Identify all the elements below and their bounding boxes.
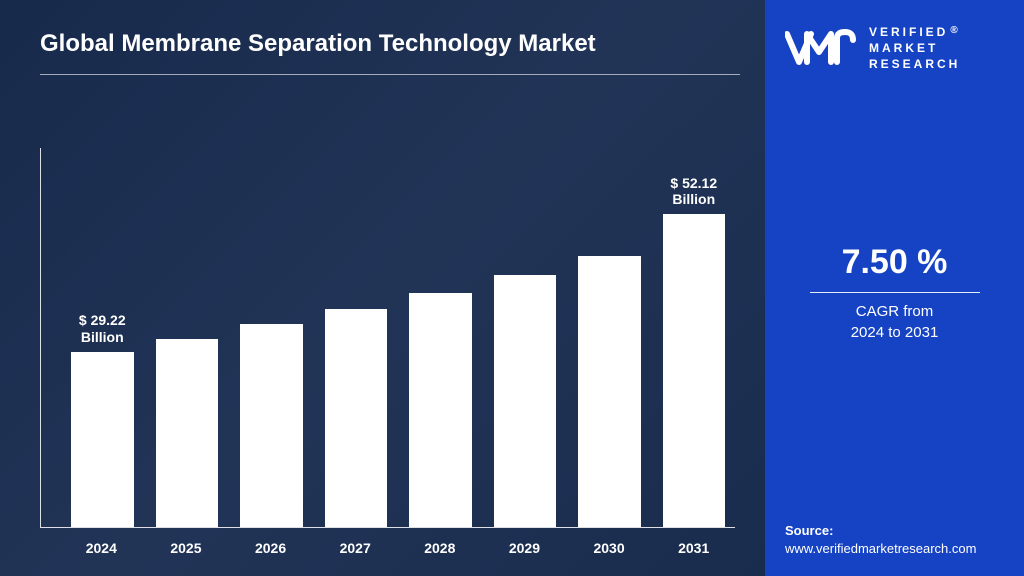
bar-value-label: $ 52.12Billion: [670, 175, 717, 209]
brand-line3: RESEARCH: [869, 57, 960, 71]
bar-2025: [156, 339, 219, 527]
bar-2027: [325, 309, 388, 527]
bar-rect: [578, 256, 641, 527]
cagr-divider: [810, 292, 980, 293]
bar-rect: [240, 324, 303, 527]
info-panel: VERIFIED® MARKET RESEARCH 7.50 % CAGR fr…: [765, 0, 1024, 576]
bar-rect: [325, 309, 388, 527]
source-url: www.verifiedmarketresearch.com: [785, 540, 1004, 558]
brand-line1: VERIFIED: [869, 25, 948, 39]
x-label-2026: 2026: [239, 540, 302, 556]
cagr-caption-line2: 2024 to 2031: [851, 324, 939, 341]
brand-text: VERIFIED® MARKET RESEARCH: [869, 24, 961, 73]
bar-2028: [409, 293, 472, 527]
bar-2031: $ 52.12Billion: [663, 175, 726, 527]
cagr-value: 7.50 %: [785, 243, 1004, 282]
page-title: Global Membrane Separation Technology Ma…: [40, 28, 600, 60]
cagr-caption-line1: CAGR from: [856, 303, 934, 320]
x-label-2027: 2027: [324, 540, 387, 556]
bar-2029: [494, 275, 557, 527]
x-label-2028: 2028: [409, 540, 472, 556]
chart-panel: Global Membrane Separation Technology Ma…: [0, 0, 765, 576]
x-label-2030: 2030: [578, 540, 641, 556]
x-axis-labels: 2024 2025 2026 2027 2028 2029 2030 2031: [70, 540, 725, 556]
brand-line2: MARKET: [869, 41, 938, 55]
vmr-logo-icon: [785, 28, 859, 68]
bar-rect: [663, 214, 726, 527]
source-block: Source: www.verifiedmarketresearch.com: [785, 522, 1004, 558]
cagr-block: 7.50 % CAGR from 2024 to 2031: [785, 243, 1004, 345]
title-block: Global Membrane Separation Technology Ma…: [40, 28, 725, 75]
cagr-caption: CAGR from 2024 to 2031: [785, 301, 1004, 345]
x-label-2025: 2025: [155, 540, 218, 556]
bar-value-label: $ 29.22Billion: [79, 312, 126, 346]
bars-container: $ 29.22Billion $ 52.12Billion: [40, 148, 735, 528]
bar-2026: [240, 324, 303, 527]
x-label-2031: 2031: [662, 540, 725, 556]
bar-2030: [578, 256, 641, 527]
bar-rect: [71, 352, 134, 527]
bar-chart: $ 29.22Billion$ 52.12Billion 20242025202…: [40, 126, 735, 556]
x-label-2024: 2024: [70, 540, 133, 556]
title-divider: [40, 74, 740, 75]
bar-rect: [156, 339, 219, 527]
bar-rect: [494, 275, 557, 527]
x-label-2029: 2029: [493, 540, 556, 556]
source-label: Source:: [785, 522, 1004, 540]
registered-mark: ®: [950, 25, 960, 36]
bar-2024: $ 29.22Billion: [71, 312, 134, 527]
bar-rect: [409, 293, 472, 527]
brand-logo: VERIFIED® MARKET RESEARCH: [785, 24, 1004, 73]
